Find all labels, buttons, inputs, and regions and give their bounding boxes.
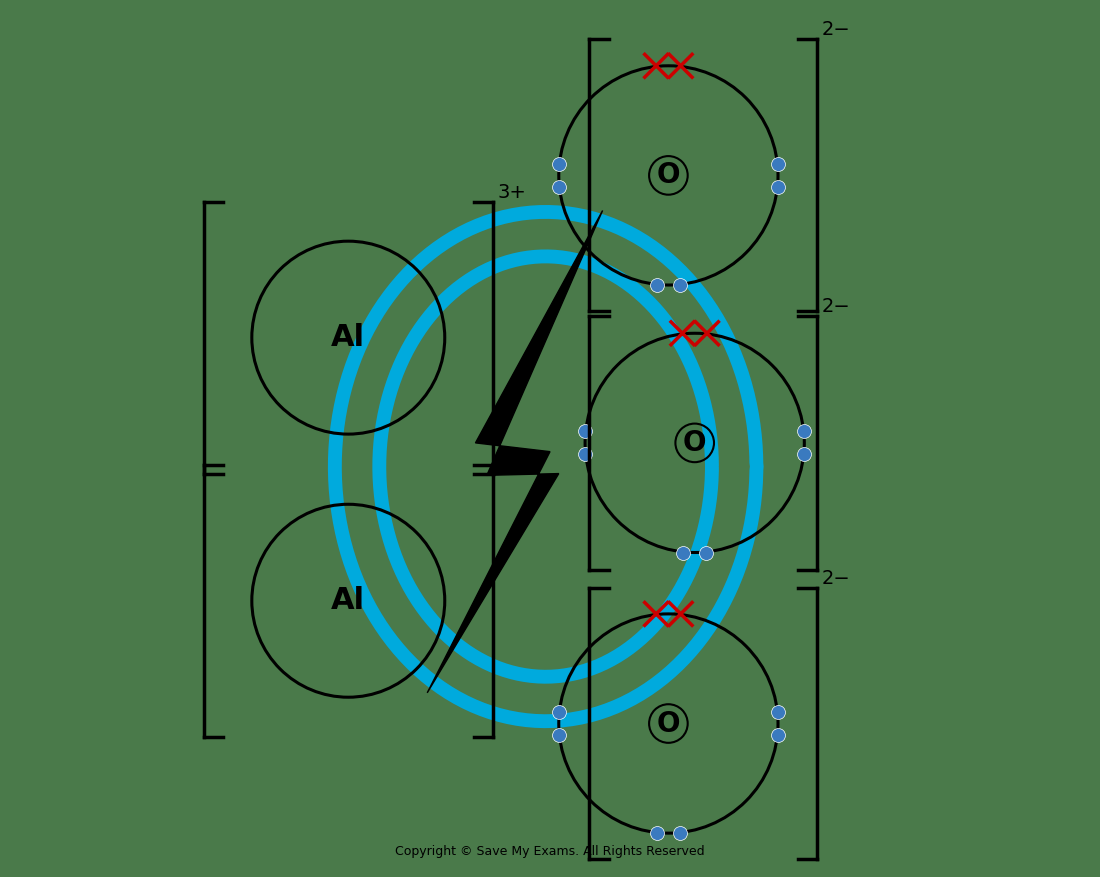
Text: Al: Al [331, 323, 365, 353]
Text: O: O [657, 709, 680, 738]
Text: 3+: 3+ [497, 446, 526, 465]
Text: 2−: 2− [822, 296, 850, 316]
Text: Copyright © Save My Exams. All Rights Reserved: Copyright © Save My Exams. All Rights Re… [395, 845, 705, 858]
Text: O: O [657, 161, 680, 189]
Text: Al: Al [331, 586, 365, 616]
Text: O: O [683, 429, 706, 457]
Text: 2−: 2− [822, 568, 850, 588]
Text: 3+: 3+ [497, 182, 526, 202]
Polygon shape [427, 210, 603, 693]
Text: 2−: 2− [822, 20, 850, 39]
